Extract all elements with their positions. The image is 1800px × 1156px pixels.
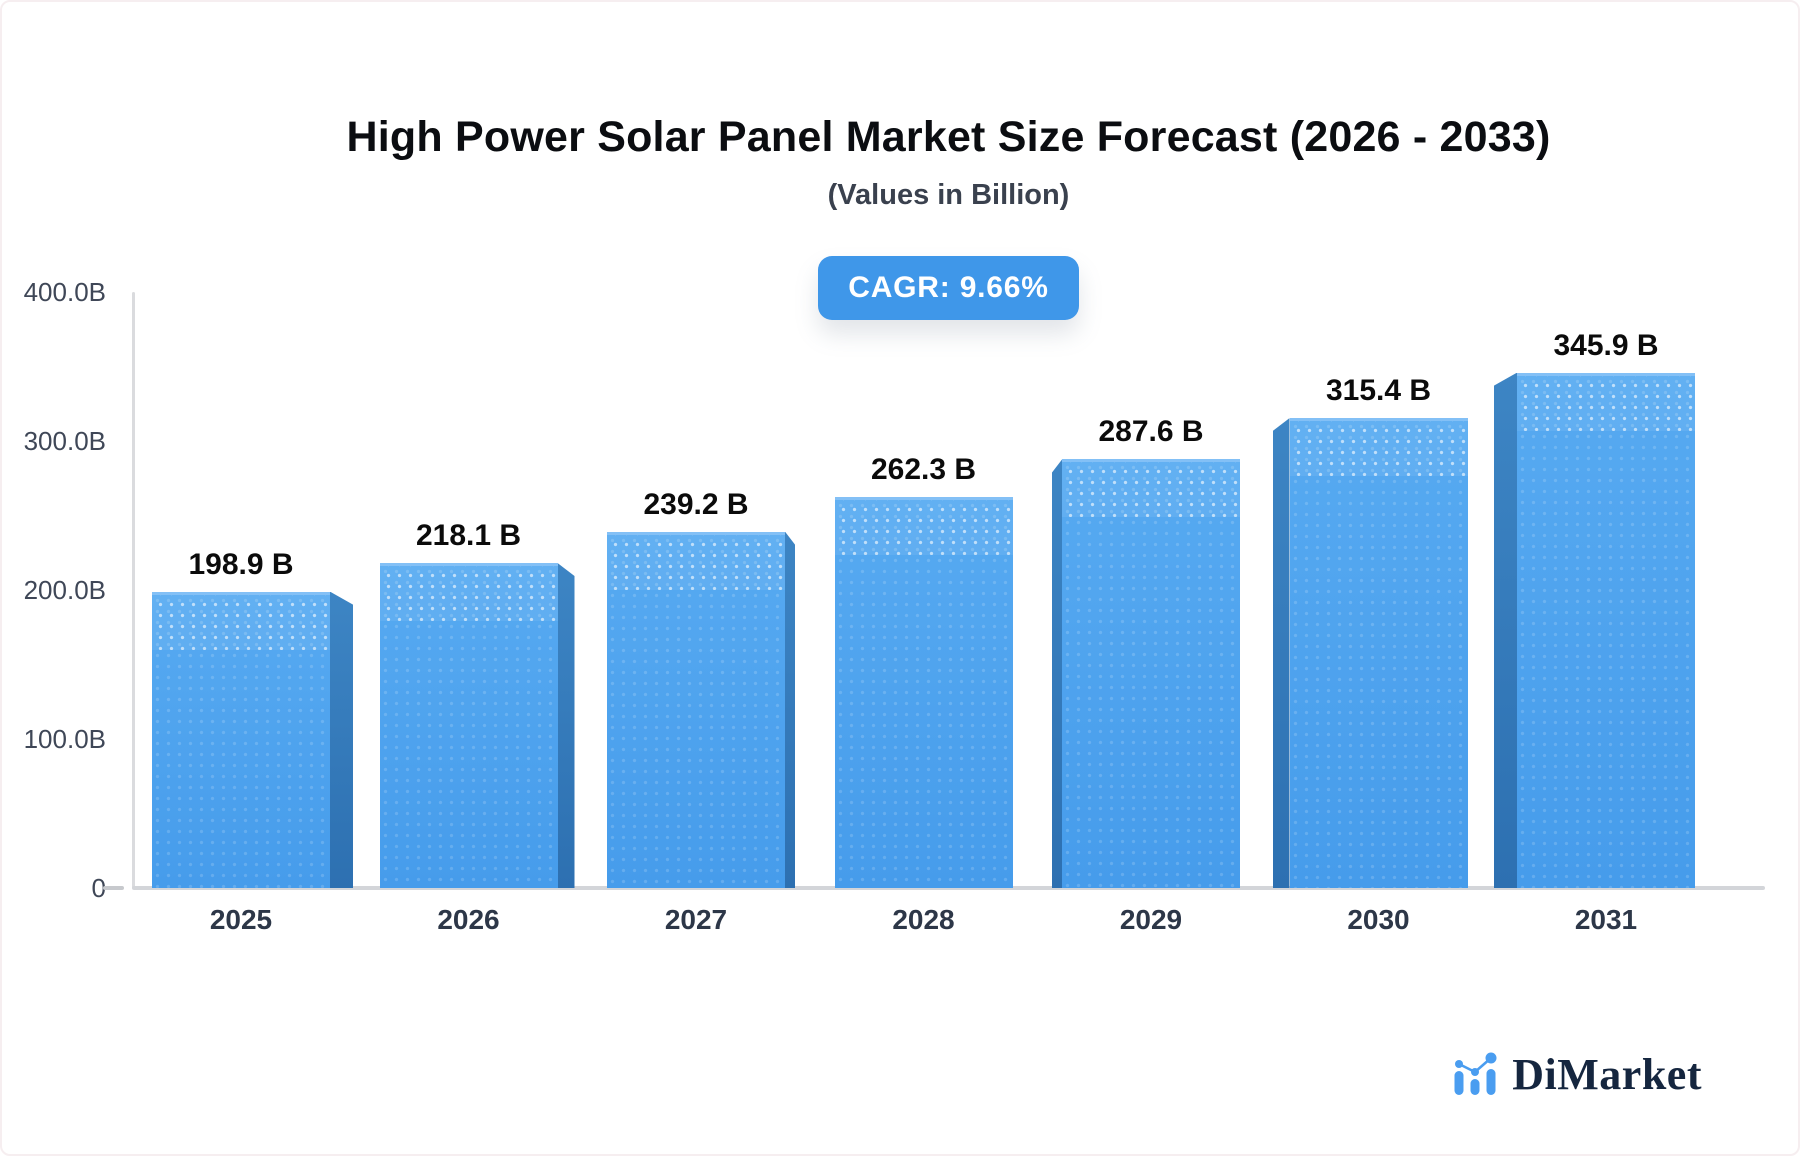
bar-top-highlight — [1517, 375, 1695, 431]
bar-top-highlight — [1289, 421, 1468, 477]
chart-header: High Power Solar Panel Market Size Forec… — [132, 2, 1765, 320]
y-tick-label: 0 — [91, 873, 106, 903]
chart-title: High Power Solar Panel Market Size Forec… — [346, 113, 1551, 161]
bar-top-highlight — [1062, 462, 1240, 518]
bar-value-label: 198.9 B — [188, 547, 294, 581]
bar-side — [1052, 459, 1062, 888]
brand-logo: DiMarket — [1452, 1049, 1702, 1100]
zero-tick-mark — [103, 886, 124, 890]
bar-side — [1272, 418, 1290, 888]
dimarket-logo-icon — [1454, 1052, 1497, 1095]
bar-value-label: 218.1 B — [415, 519, 522, 553]
bar-2031[interactable] — [1517, 372, 1695, 888]
y-axis-line — [132, 292, 135, 888]
x-tick-label: 2027 — [664, 904, 728, 935]
plot-area: 198.9 B 2025 218.1 B 2026 239.2 B 2027 262.3 B… — [132, 292, 1765, 935]
bar-side — [1494, 372, 1517, 888]
x-tick-label: 2026 — [437, 904, 500, 935]
x-axis-line — [132, 886, 1765, 890]
brand-name: DiMarket — [1512, 1050, 1702, 1099]
bar-top-highlight — [834, 500, 1013, 556]
y-tick-label: 400.0B — [23, 277, 106, 307]
y-tick-label: 200.0B — [23, 575, 106, 605]
x-tick-label: 2031 — [1574, 904, 1638, 935]
bar-top-highlight — [152, 594, 330, 650]
y-tick-label: 300.0B — [23, 426, 106, 456]
bar-side — [785, 531, 795, 888]
bar-value-label: 239.2 B — [643, 487, 749, 521]
x-tick-label: 2030 — [1347, 904, 1410, 935]
bar-side — [330, 591, 353, 888]
bar-2026[interactable] — [379, 563, 558, 888]
bar-value-label: 287.6 B — [1098, 415, 1204, 449]
x-tick-label: 2025 — [209, 904, 273, 935]
x-tick-label: 2028 — [892, 904, 955, 935]
bar-side — [557, 563, 575, 888]
bar-2029[interactable] — [1062, 459, 1240, 888]
bar-2025[interactable] — [152, 591, 330, 888]
bar-value-label: 345.9 B — [1553, 328, 1659, 362]
bar-value-label: 315.4 B — [1325, 374, 1432, 408]
bar-2027[interactable] — [607, 531, 785, 888]
chart-subtitle: (Values in Billion) — [827, 179, 1070, 211]
bar-2028[interactable] — [834, 497, 1013, 888]
bar-top-highlight — [379, 566, 558, 622]
bar-top-highlight — [607, 534, 785, 590]
bar-2030[interactable] — [1289, 418, 1468, 888]
cagr-badge: CAGR: 9.66% — [818, 256, 1079, 320]
y-tick-label: 100.0B — [23, 724, 106, 754]
x-tick-label: 2029 — [1119, 904, 1183, 935]
bar-value-label: 262.3 B — [870, 453, 977, 487]
